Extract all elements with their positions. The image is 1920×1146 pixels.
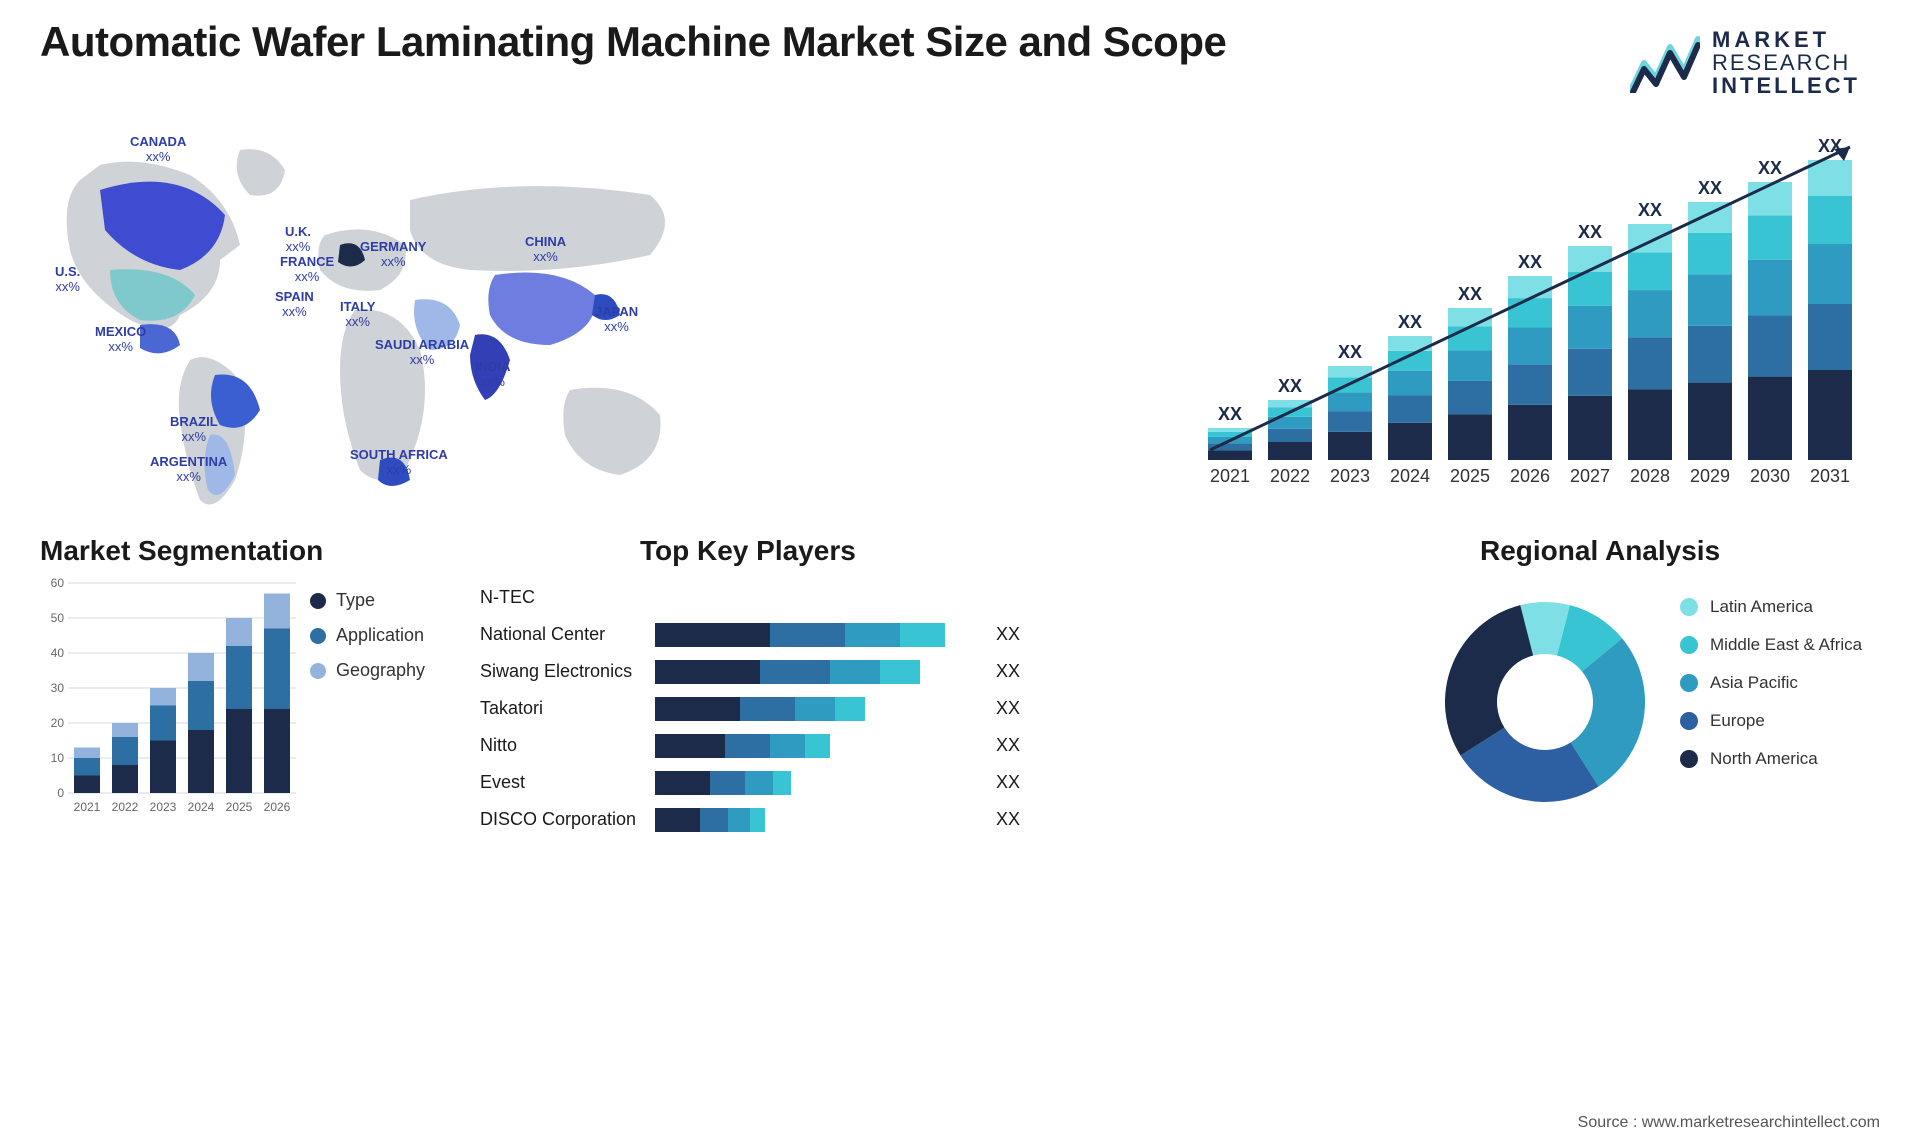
- region-legend-asia-pacific: Asia Pacific: [1680, 673, 1862, 693]
- svg-text:2025: 2025: [1450, 466, 1490, 486]
- player-name: Siwang Electronics: [480, 661, 655, 682]
- map-label-mexico: MEXICOxx%: [95, 325, 146, 355]
- map-label-germany: GERMANYxx%: [360, 240, 426, 270]
- source-text: Source : www.marketresearchintellect.com: [1578, 1114, 1880, 1132]
- svg-text:40: 40: [51, 646, 65, 660]
- player-value: XX: [996, 624, 1020, 645]
- logo-text-3: INTELLECT: [1712, 74, 1860, 97]
- map-label-u-s-: U.S.xx%: [55, 265, 80, 295]
- svg-text:XX: XX: [1518, 252, 1542, 272]
- page-title: Automatic Wafer Laminating Machine Marke…: [40, 18, 1880, 66]
- seg-legend-geography: Geography: [310, 660, 470, 681]
- svg-text:2022: 2022: [112, 800, 139, 814]
- player-name: Takatori: [480, 698, 655, 719]
- svg-text:2025: 2025: [226, 800, 253, 814]
- svg-text:2021: 2021: [1210, 466, 1250, 486]
- top-players-title: Top Key Players: [640, 535, 856, 567]
- map-label-u-k-: U.K.xx%: [285, 225, 311, 255]
- svg-text:XX: XX: [1278, 376, 1302, 396]
- svg-text:2023: 2023: [1330, 466, 1370, 486]
- map-label-saudi-arabia: SAUDI ARABIAxx%: [375, 338, 469, 368]
- svg-text:2026: 2026: [264, 800, 291, 814]
- region-legend-north-america: North America: [1680, 749, 1862, 769]
- svg-text:2024: 2024: [1390, 466, 1430, 486]
- logo-text-1: MARKET: [1712, 28, 1860, 51]
- svg-text:50: 50: [51, 611, 65, 625]
- map-label-canada: CANADAxx%: [130, 135, 186, 165]
- svg-text:30: 30: [51, 681, 65, 695]
- top-players-section: Top Key Players N-TECNational CenterXXSi…: [480, 535, 1020, 845]
- player-name: DISCO Corporation: [480, 809, 655, 830]
- segmentation-legend: Type Application Geography: [310, 590, 470, 695]
- player-row-n-tec: N-TEC: [480, 580, 1020, 615]
- svg-text:20: 20: [51, 716, 65, 730]
- map-label-italy: ITALYxx%: [340, 300, 375, 330]
- market-size-bar-chart: XX 2021 XX 2022 XX 2023 XX 2024 XX 2025 XX 2026 XX 20…: [1190, 125, 1880, 495]
- map-label-japan: JAPANxx%: [595, 305, 638, 335]
- svg-text:2026: 2026: [1510, 466, 1550, 486]
- svg-text:2024: 2024: [188, 800, 215, 814]
- svg-text:60: 60: [51, 577, 65, 590]
- player-value: XX: [996, 735, 1020, 756]
- region-legend-latin-america: Latin America: [1680, 597, 1862, 617]
- svg-text:XX: XX: [1578, 222, 1602, 242]
- segmentation-title: Market Segmentation: [40, 535, 470, 567]
- player-value: XX: [996, 772, 1020, 793]
- svg-text:XX: XX: [1338, 342, 1362, 362]
- svg-text:2031: 2031: [1810, 466, 1850, 486]
- player-name: Nitto: [480, 735, 655, 756]
- map-label-china: CHINAxx%: [525, 235, 566, 265]
- player-row-evest: Evest XX: [480, 765, 1020, 800]
- svg-text:XX: XX: [1758, 158, 1782, 178]
- player-name: N-TEC: [480, 587, 655, 608]
- logo-mark-icon: [1630, 33, 1700, 93]
- world-map: CANADAxx% U.S.xx% MEXICOxx% BRAZILxx% ARGENT…: [40, 120, 720, 520]
- svg-text:2027: 2027: [1570, 466, 1610, 486]
- map-label-south-africa: SOUTH AFRICAxx%: [350, 448, 448, 478]
- map-label-france: FRANCExx%: [280, 255, 334, 285]
- map-label-argentina: ARGENTINAxx%: [150, 455, 227, 485]
- player-name: National Center: [480, 624, 655, 645]
- svg-text:10: 10: [51, 751, 65, 765]
- player-row-disco-corporation: DISCO Corporation XX: [480, 802, 1020, 837]
- svg-text:0: 0: [57, 786, 64, 800]
- seg-legend-type: Type: [310, 590, 470, 611]
- player-row-nitto: Nitto XX: [480, 728, 1020, 763]
- regional-section: Regional Analysis Latin America Middle Ea…: [1430, 535, 1880, 845]
- player-value: XX: [996, 809, 1020, 830]
- svg-text:2028: 2028: [1630, 466, 1670, 486]
- svg-text:2021: 2021: [74, 800, 101, 814]
- player-row-national-center: National Center XX: [480, 617, 1020, 652]
- svg-text:2030: 2030: [1750, 466, 1790, 486]
- map-label-india: INDIAxx%: [475, 360, 510, 390]
- svg-text:XX: XX: [1638, 200, 1662, 220]
- player-row-takatori: Takatori XX: [480, 691, 1020, 726]
- svg-text:2029: 2029: [1690, 466, 1730, 486]
- logo-text-2: RESEARCH: [1712, 51, 1860, 74]
- regional-title: Regional Analysis: [1480, 535, 1880, 567]
- svg-text:XX: XX: [1458, 284, 1482, 304]
- map-label-spain: SPAINxx%: [275, 290, 314, 320]
- player-value: XX: [996, 698, 1020, 719]
- brand-logo: MARKET RESEARCH INTELLECT: [1630, 28, 1860, 97]
- svg-text:XX: XX: [1698, 178, 1722, 198]
- player-name: Evest: [480, 772, 655, 793]
- svg-text:XX: XX: [1218, 404, 1242, 424]
- svg-text:XX: XX: [1398, 312, 1422, 332]
- svg-text:2022: 2022: [1270, 466, 1310, 486]
- region-legend-middle-east-africa: Middle East & Africa: [1680, 635, 1862, 655]
- svg-text:2023: 2023: [150, 800, 177, 814]
- player-row-siwang-electronics: Siwang Electronics XX: [480, 654, 1020, 689]
- seg-legend-application: Application: [310, 625, 470, 646]
- region-legend-europe: Europe: [1680, 711, 1862, 731]
- map-label-brazil: BRAZILxx%: [170, 415, 218, 445]
- player-value: XX: [996, 661, 1020, 682]
